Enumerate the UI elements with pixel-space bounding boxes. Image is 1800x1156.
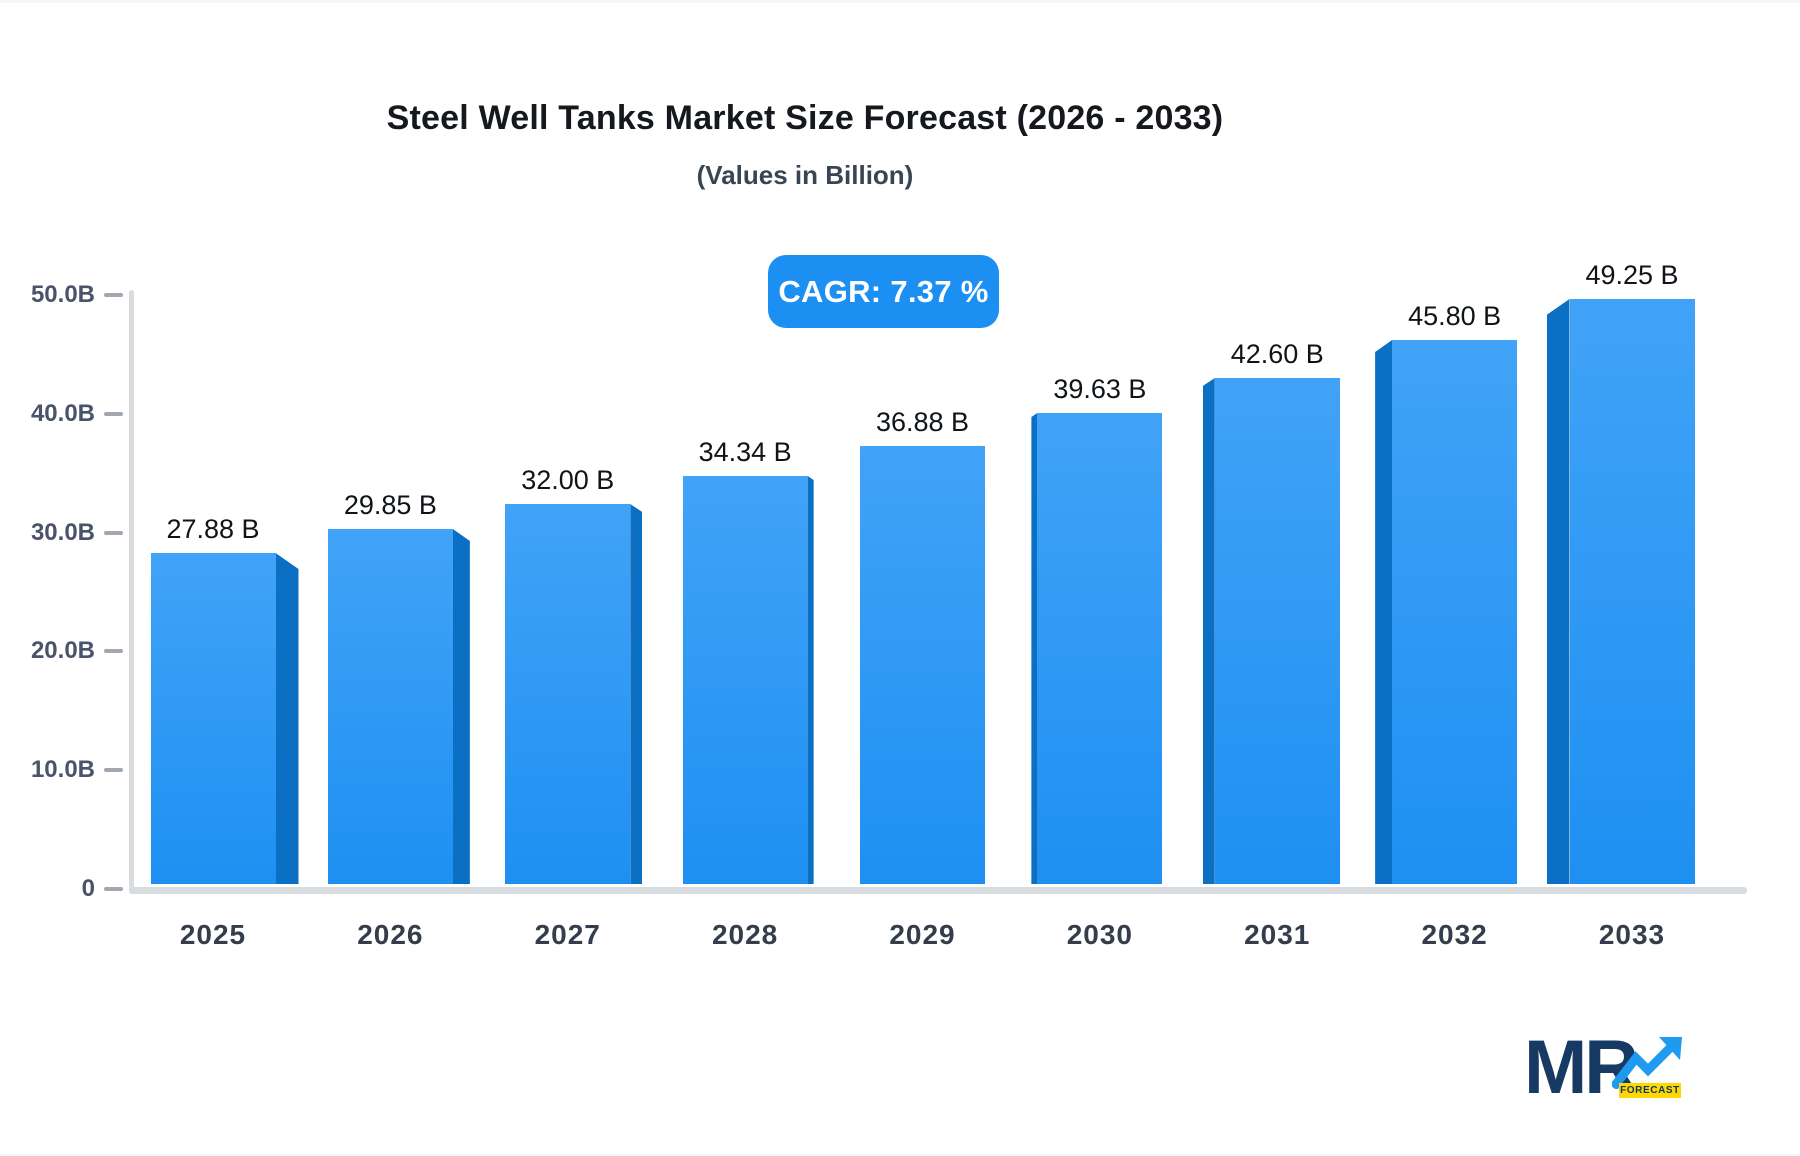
x-axis-label: 2031 <box>1244 919 1311 950</box>
bar-2027[interactable]: 32.00 B <box>505 465 643 884</box>
trend-arrow-icon <box>1612 1037 1682 1089</box>
y-axis-tick <box>104 768 123 773</box>
bar-value-label: 42.60 B <box>1230 339 1324 369</box>
bar-side-face <box>452 529 470 884</box>
bar-front-face <box>505 504 631 884</box>
chart-header: Steel Well Tanks Market Size Forecast (2… <box>0 99 1610 191</box>
bar-side-face <box>1031 413 1038 884</box>
bar-value-label: 36.88 B <box>875 407 970 437</box>
x-axis-label: 2026 <box>357 919 424 950</box>
y-axis-tick <box>104 649 123 654</box>
cagr-badge: CAGR: 7.37 % <box>768 255 999 328</box>
bar-2028[interactable]: 34.34 B <box>682 437 814 884</box>
bar-2029[interactable]: 36.88 B <box>860 407 985 884</box>
bar-front-face <box>150 553 276 884</box>
bar-front-face <box>327 529 453 884</box>
bar-front-face <box>682 476 808 884</box>
y-axis-label: 0 <box>81 875 95 902</box>
bar-2025[interactable]: 27.88 B <box>150 514 299 884</box>
x-axis-label: 2028 <box>711 919 779 950</box>
bar-front-face <box>1037 413 1163 884</box>
bar-side-face <box>275 553 299 884</box>
bar-side-face <box>807 476 814 884</box>
x-axis-label: 2032 <box>1421 919 1488 950</box>
x-axis-label: 2027 <box>534 919 601 950</box>
bar-2030[interactable]: 39.63 B <box>1031 374 1163 884</box>
x-axis-label: 2025 <box>179 919 247 950</box>
bar-value-label: 45.80 B <box>1408 301 1502 331</box>
bar-2033[interactable]: 49.25 B <box>1546 260 1695 884</box>
bar-value-label: 27.88 B <box>166 514 260 544</box>
y-axis-label: 50.0B <box>30 281 95 308</box>
bar-2026[interactable]: 29.85 B <box>327 490 470 884</box>
bar-value-label: 34.34 B <box>698 437 792 467</box>
x-axis-line <box>129 887 1747 894</box>
y-axis-label: 40.0B <box>30 399 95 427</box>
bar-value-label: 49.25 B <box>1585 260 1679 290</box>
logo-forecast-label: FORECAST <box>1619 1083 1681 1098</box>
x-axis-label: 2033 <box>1598 919 1666 950</box>
x-axis-label: 2029 <box>889 919 956 950</box>
bar-value-label: 32.00 B <box>521 465 615 495</box>
bar-2031[interactable]: 42.60 B <box>1202 339 1340 884</box>
bar-front-face <box>1392 340 1518 884</box>
bar-side-face <box>1202 378 1215 884</box>
y-axis-tick <box>104 293 123 297</box>
bar-front-face <box>1214 378 1340 884</box>
bar-front-face <box>1569 299 1695 884</box>
bar-front-face <box>860 446 985 884</box>
y-axis-label: 10.0B <box>30 756 95 784</box>
y-axis-tick <box>104 530 123 535</box>
y-axis-line <box>129 290 134 893</box>
bar-side-face <box>630 504 643 884</box>
y-axis-tick <box>104 887 123 891</box>
y-axis-tick <box>104 411 123 416</box>
bar-value-label: 29.85 B <box>343 490 437 520</box>
bar-2032[interactable]: 45.80 B <box>1375 301 1518 884</box>
chart-subtitle: (Values in Billion) <box>696 160 914 190</box>
y-axis-label: 30.0B <box>30 518 95 546</box>
y-axis-label: 20.0B <box>30 637 95 665</box>
x-axis-label: 2030 <box>1066 919 1134 950</box>
chart-title: Steel Well Tanks Market Size Forecast (2… <box>386 99 1224 137</box>
bar-value-label: 39.63 B <box>1053 374 1147 404</box>
bar-side-face <box>1546 299 1570 884</box>
brand-logo[interactable]: MR FORECAST <box>1524 1030 1714 1117</box>
bar-side-face <box>1375 340 1393 884</box>
